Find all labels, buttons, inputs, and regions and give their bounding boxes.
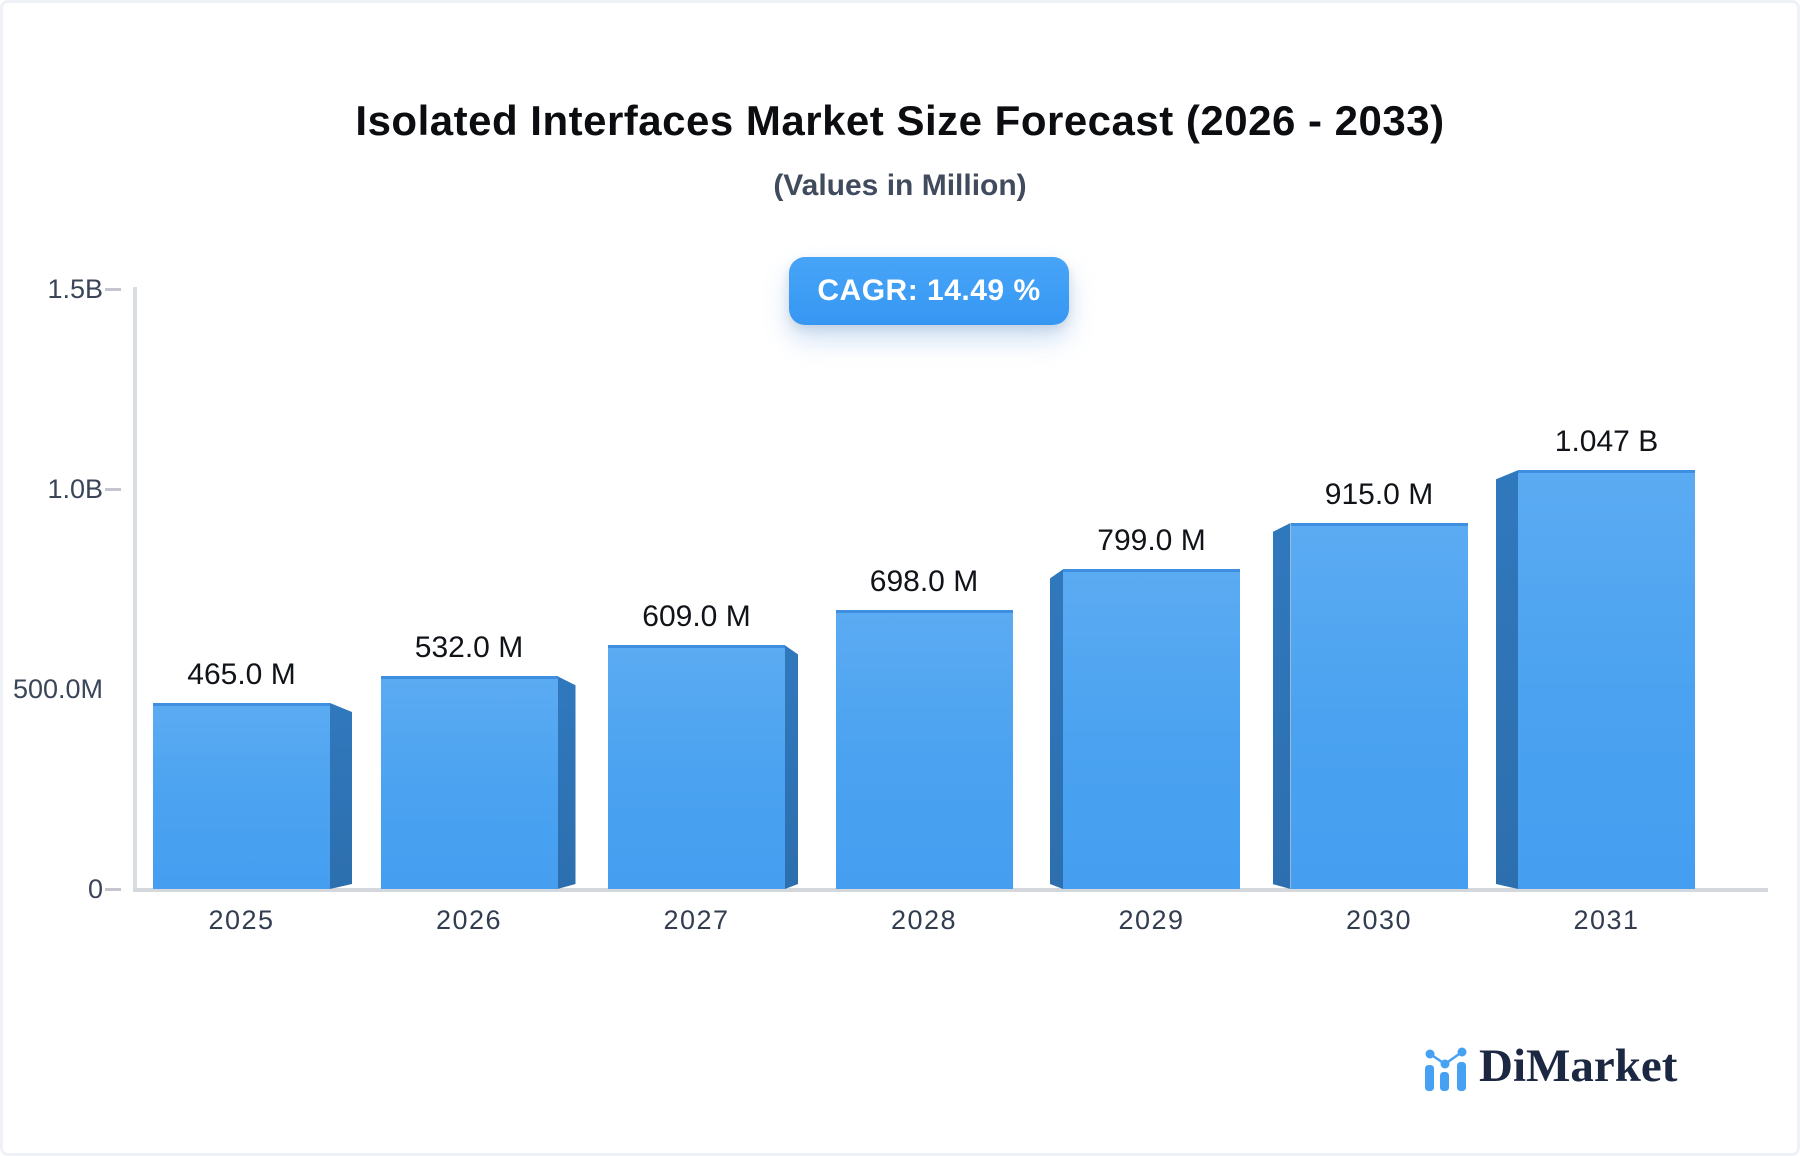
chart-title: Isolated Interfaces Market Size Forecast… — [355, 97, 1445, 144]
bar-value-label: 1.047 B — [1554, 425, 1659, 459]
y-tick-dash — [105, 288, 121, 291]
bar-2030 — [1290, 523, 1468, 889]
x-tick-label: 2027 — [663, 905, 730, 935]
bar-value-label: 698.0 M — [869, 564, 979, 598]
y-tick-label: 500.0M — [12, 674, 103, 704]
y-tick-label: 1.5B — [47, 274, 103, 304]
x-tick-label: 2029 — [1118, 905, 1185, 935]
bar-2025 — [153, 703, 330, 889]
x-tick-label: 2028 — [890, 905, 958, 935]
y-tick-dash — [105, 488, 121, 491]
x-tick-label: 2030 — [1345, 905, 1413, 935]
bar-value-label: 799.0 M — [1097, 524, 1206, 558]
bar-2026 — [380, 676, 558, 889]
bar-side-face — [785, 645, 798, 889]
y-tick-dash — [105, 888, 121, 891]
y-tick-label: 1.0B — [47, 474, 103, 504]
bar-side-face — [1496, 470, 1518, 889]
dimarket-logo: DiMarket — [1423, 1041, 1677, 1091]
x-tick-label: 2025 — [208, 905, 275, 935]
x-tick-label: 2031 — [1573, 905, 1640, 935]
bar-2027 — [608, 645, 785, 889]
bar-value-label: 609.0 M — [642, 600, 751, 634]
bar-2031 — [1518, 470, 1695, 889]
bar-2029 — [1063, 569, 1240, 889]
bar-side-face — [330, 703, 352, 889]
bar-side-face — [1050, 569, 1063, 889]
bar-side-face — [1273, 523, 1291, 889]
logo-text: DiMarket — [1479, 1040, 1678, 1092]
x-axis-line — [133, 888, 1768, 892]
y-axis-line — [133, 287, 137, 892]
cagr-badge-label: CAGR: 14.49 % — [817, 274, 1041, 307]
chart-subtitle: (Values in Million) — [773, 169, 1027, 202]
mini-bar-chart-icon — [1425, 1047, 1467, 1091]
bar-value-label: 915.0 M — [1324, 478, 1434, 511]
bar-2028 — [835, 609, 1013, 889]
y-tick-label: 0 — [87, 874, 103, 904]
cagr-badge: CAGR: 14.49 % — [789, 257, 1069, 325]
x-tick-label: 2026 — [435, 905, 503, 935]
bar-side-face — [558, 676, 576, 889]
bar-value-label: 532.0 M — [414, 631, 524, 665]
bar-value-label: 465.0 M — [187, 658, 296, 691]
